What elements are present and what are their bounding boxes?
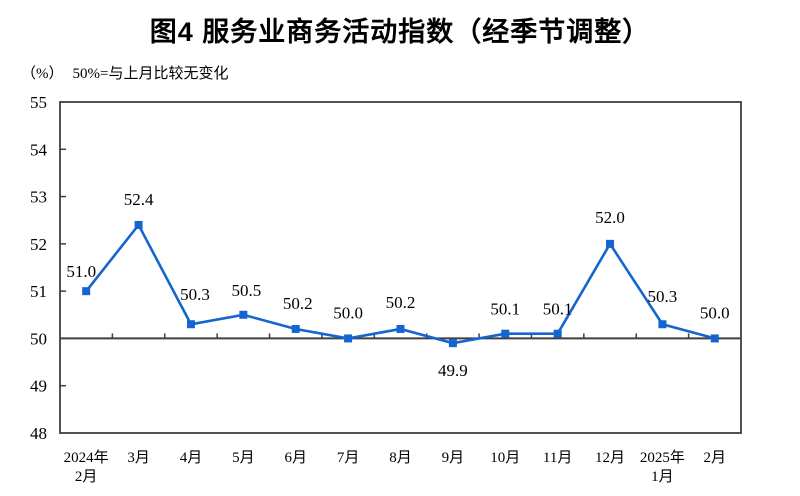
x-tick-label: 2月 <box>704 450 727 466</box>
x-tick-label: 11月 <box>543 450 572 466</box>
data-point-label: 50.1 <box>543 300 573 319</box>
data-point-marker <box>606 239 615 248</box>
x-tick-label: 3月 <box>127 450 150 466</box>
data-point-label: 50.2 <box>386 293 416 312</box>
data-point-label: 49.9 <box>438 361 468 380</box>
data-point-marker <box>501 329 510 338</box>
y-tick-label: 50 <box>30 329 47 348</box>
y-tick-label: 54 <box>30 140 48 159</box>
x-tick-label: 8月 <box>389 450 412 466</box>
data-point-marker <box>710 334 719 343</box>
data-point-label: 50.3 <box>180 285 210 304</box>
y-tick-label: 49 <box>30 377 47 396</box>
chart-title: 图4 服务业商务活动指数（经季节调整） <box>149 17 651 47</box>
subtitle: （%） 50%=与上月比较无变化 <box>21 62 228 83</box>
data-point-marker <box>82 287 91 296</box>
x-tick-label: 2月 <box>75 469 98 485</box>
data-point-label: 50.3 <box>648 287 678 306</box>
y-tick-label: 53 <box>30 188 47 207</box>
x-tick-label: 2025年 <box>640 449 685 466</box>
data-point-label: 50.0 <box>333 303 363 322</box>
data-point-label: 52.0 <box>595 208 625 227</box>
data-point-marker <box>658 320 667 329</box>
plot-frame <box>59 101 742 434</box>
x-tick-label: 2024年 <box>64 449 109 466</box>
data-point-marker <box>186 320 195 329</box>
data-point-label: 50.1 <box>490 300 520 319</box>
baseline-note: 50%=与上月比较无变化 <box>72 66 229 82</box>
x-tick-label: 5月 <box>232 450 255 466</box>
data-point-marker <box>553 329 562 338</box>
x-tick-label: 1月 <box>651 469 674 485</box>
x-tick-label: 12月 <box>595 450 625 466</box>
x-tick-label: 10月 <box>490 450 520 466</box>
x-tick-label: 7月 <box>337 450 360 466</box>
x-tick-label: 6月 <box>284 450 307 466</box>
data-point-marker <box>239 310 248 319</box>
axis-unit-label: （%） <box>21 66 64 82</box>
data-point-label: 51.0 <box>66 262 96 281</box>
data-point-marker <box>448 339 457 348</box>
x-tick-label: 9月 <box>442 450 465 466</box>
data-point-label: 50.5 <box>231 281 261 300</box>
y-tick-label: 51 <box>30 282 47 301</box>
data-point-marker <box>344 334 353 343</box>
data-point-label: 52.4 <box>124 190 154 209</box>
y-tick-label: 48 <box>30 424 47 443</box>
data-point-label: 50.0 <box>700 303 730 322</box>
data-point-marker <box>396 324 405 333</box>
y-tick-label: 55 <box>30 93 47 112</box>
y-tick-label: 52 <box>30 235 47 254</box>
data-point-marker <box>134 220 143 229</box>
data-point-label: 50.2 <box>283 294 313 313</box>
data-point-marker <box>291 324 300 333</box>
x-tick-label: 4月 <box>180 450 203 466</box>
